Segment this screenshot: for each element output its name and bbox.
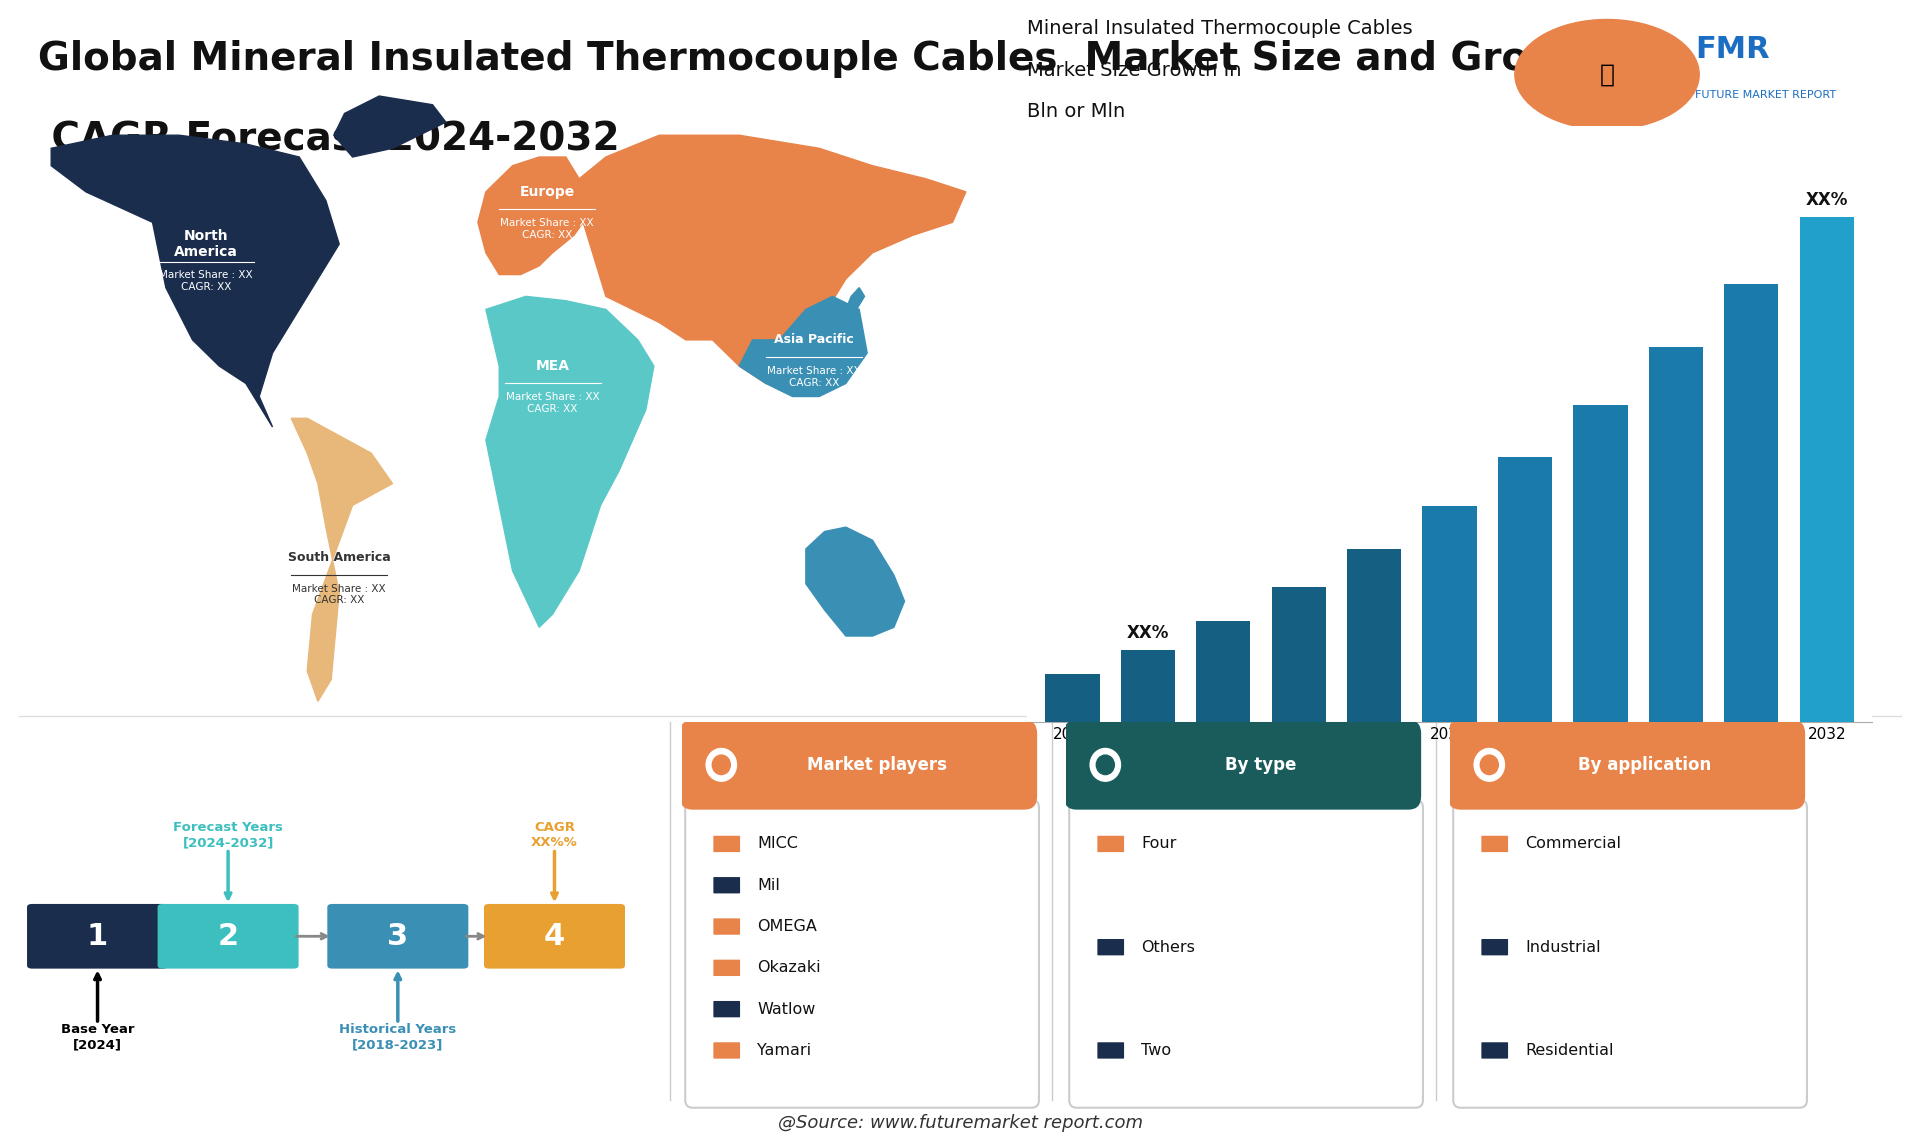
FancyBboxPatch shape [680, 720, 1037, 809]
Text: South America: South America [288, 551, 390, 564]
FancyBboxPatch shape [714, 918, 739, 935]
Text: Forecast Years
[2024-2032]: Forecast Years [2024-2032] [173, 822, 282, 849]
Text: By application: By application [1578, 756, 1711, 774]
Circle shape [1515, 19, 1699, 129]
Text: Europe: Europe [520, 185, 574, 199]
Text: Asia Pacific: Asia Pacific [774, 333, 854, 346]
Text: Global Mineral Insulated Thermocouple Cables  Market Size and Growth |: Global Mineral Insulated Thermocouple Ca… [38, 40, 1638, 79]
FancyBboxPatch shape [714, 877, 739, 894]
Text: Mineral Insulated Thermocouple Cables: Mineral Insulated Thermocouple Cables [1027, 18, 1413, 38]
Text: Others: Others [1140, 940, 1196, 955]
Text: MEA: MEA [536, 359, 570, 374]
Bar [1348, 549, 1402, 722]
Text: 4: 4 [543, 921, 564, 951]
FancyBboxPatch shape [714, 1042, 739, 1059]
Text: 3: 3 [388, 921, 409, 951]
Text: Commercial: Commercial [1524, 837, 1620, 851]
Bar [1498, 457, 1551, 722]
Text: Market Share : XX
CAGR: XX: Market Share : XX CAGR: XX [292, 583, 386, 605]
FancyBboxPatch shape [1098, 939, 1123, 956]
Polygon shape [806, 527, 904, 636]
Text: 1: 1 [86, 921, 108, 951]
FancyBboxPatch shape [714, 1000, 739, 1018]
Polygon shape [478, 157, 593, 275]
FancyBboxPatch shape [1482, 835, 1507, 853]
FancyBboxPatch shape [1064, 720, 1421, 809]
Text: Four: Four [1140, 837, 1177, 851]
Polygon shape [292, 418, 392, 701]
FancyBboxPatch shape [484, 904, 626, 968]
Bar [1121, 650, 1175, 722]
FancyBboxPatch shape [1482, 1042, 1507, 1059]
Bar [1044, 674, 1100, 722]
Circle shape [712, 755, 730, 775]
Text: North
America: North America [175, 229, 238, 259]
FancyBboxPatch shape [714, 959, 739, 976]
Circle shape [707, 748, 737, 782]
Text: Residential: Residential [1524, 1043, 1615, 1058]
Circle shape [1091, 748, 1121, 782]
Text: 2: 2 [217, 921, 238, 951]
Polygon shape [739, 297, 868, 397]
Text: By type: By type [1225, 756, 1296, 774]
Text: Yamari: Yamari [756, 1043, 812, 1058]
Text: CAGR
XX%%: CAGR XX%% [532, 822, 578, 849]
Text: @Source: www.futuremarket report.com: @Source: www.futuremarket report.com [778, 1114, 1142, 1132]
FancyBboxPatch shape [157, 904, 300, 968]
Text: Historical Years
[2018-2023]: Historical Years [2018-2023] [340, 1023, 457, 1051]
Text: FMR: FMR [1695, 34, 1770, 64]
Text: Market Share : XX
CAGR: XX: Market Share : XX CAGR: XX [159, 270, 253, 292]
Polygon shape [334, 96, 445, 157]
Polygon shape [52, 135, 340, 427]
Bar [1724, 284, 1778, 722]
Text: Market Share : XX
CAGR: XX: Market Share : XX CAGR: XX [501, 218, 593, 240]
FancyBboxPatch shape [1448, 720, 1805, 809]
FancyBboxPatch shape [1098, 1042, 1123, 1059]
Bar [1196, 621, 1250, 722]
Bar [1423, 505, 1476, 722]
Text: OMEGA: OMEGA [756, 919, 818, 934]
Polygon shape [847, 288, 864, 322]
FancyBboxPatch shape [27, 904, 169, 968]
Text: Watlow: Watlow [756, 1002, 816, 1017]
Text: Okazaki: Okazaki [756, 960, 822, 975]
FancyBboxPatch shape [1482, 939, 1507, 956]
Text: MICC: MICC [756, 837, 799, 851]
Bar [1271, 587, 1327, 722]
Text: Market Size Growth In: Market Size Growth In [1027, 61, 1242, 79]
Text: 🔭: 🔭 [1599, 63, 1615, 86]
Bar [1572, 405, 1628, 722]
Text: Market players: Market players [806, 756, 947, 774]
Circle shape [1096, 755, 1114, 775]
Circle shape [1475, 748, 1505, 782]
Bar [1649, 347, 1703, 722]
Text: CAGR Forecast 2024-2032: CAGR Forecast 2024-2032 [38, 120, 620, 158]
Polygon shape [580, 135, 966, 384]
Circle shape [1480, 755, 1498, 775]
Text: Market Share : XX
CAGR: XX: Market Share : XX CAGR: XX [505, 392, 599, 414]
FancyBboxPatch shape [1098, 835, 1123, 853]
Text: Market Share : XX
CAGR: XX: Market Share : XX CAGR: XX [768, 366, 860, 387]
Polygon shape [486, 297, 655, 627]
FancyBboxPatch shape [714, 835, 739, 853]
Text: Industrial: Industrial [1524, 940, 1601, 955]
Text: Bln or Mln: Bln or Mln [1027, 102, 1125, 121]
Text: FUTURE MARKET REPORT: FUTURE MARKET REPORT [1695, 91, 1837, 100]
Bar [1799, 217, 1855, 722]
Text: XX%: XX% [1805, 191, 1847, 209]
FancyBboxPatch shape [326, 904, 468, 968]
Text: Two: Two [1140, 1043, 1171, 1058]
Text: Base Year
[2024]: Base Year [2024] [61, 1023, 134, 1051]
Text: XX%: XX% [1127, 623, 1169, 642]
Text: Mil: Mil [756, 878, 780, 893]
